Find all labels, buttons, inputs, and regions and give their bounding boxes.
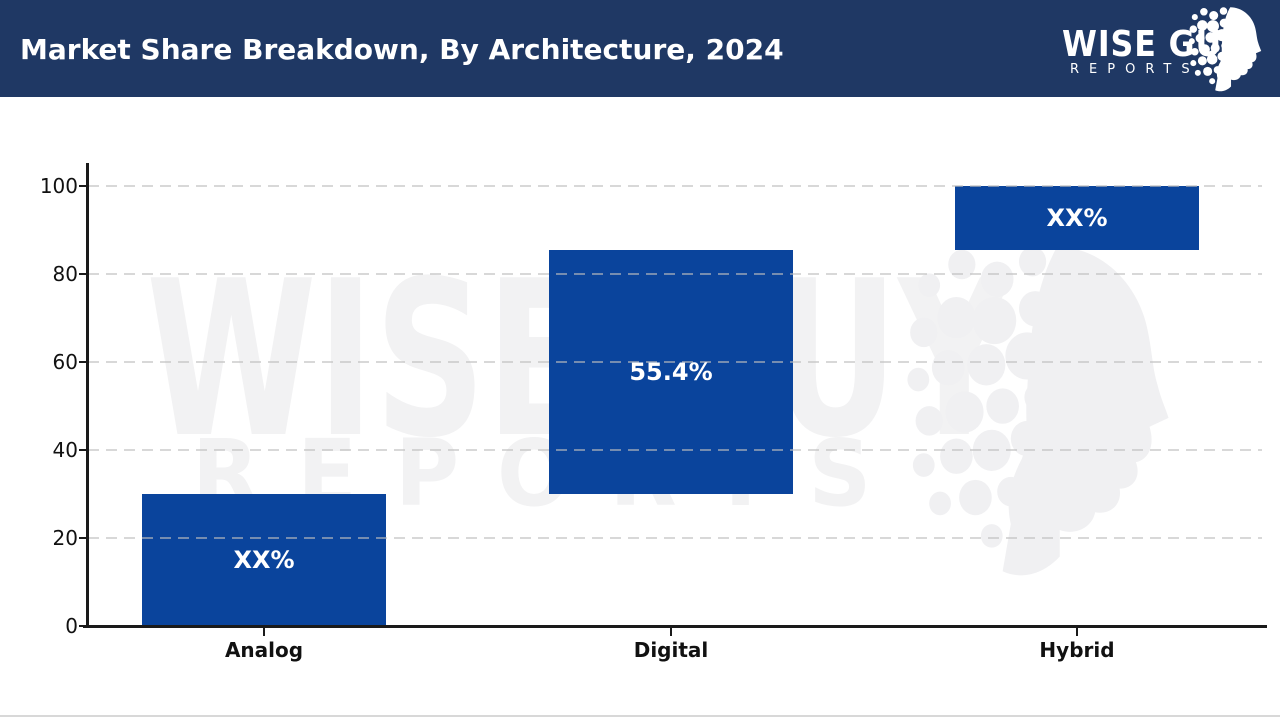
gridline-y100 xyxy=(88,185,1262,187)
y-axis-tick-label-0: 0 xyxy=(65,614,78,638)
y-axis-tick-40 xyxy=(79,449,87,451)
y-axis-tick-80 xyxy=(79,273,87,275)
x-axis-category-label-analog: Analog xyxy=(224,638,304,662)
gridline-y60 xyxy=(88,361,1262,363)
y-axis-tick-label-100: 100 xyxy=(39,174,78,198)
logo-head-icon xyxy=(1182,5,1268,94)
y-axis-tick-60 xyxy=(79,361,87,363)
logo-tagline-text: REPORTS xyxy=(1070,62,1200,77)
gridline-y20 xyxy=(88,537,1262,539)
bar-value-label-analog: XX% xyxy=(233,546,295,574)
gridline-y40 xyxy=(88,449,1262,451)
wiseguy-logo: WISE GUY REPORTS xyxy=(1030,0,1270,97)
x-axis-tick-digital xyxy=(670,628,672,636)
y-axis-tick-label-20: 20 xyxy=(52,526,78,550)
header-band: Market Share Breakdown, By Architecture,… xyxy=(0,0,1280,97)
y-axis-line xyxy=(86,163,89,628)
y-axis-tick-20 xyxy=(79,537,87,539)
bar-value-label-digital: 55.4% xyxy=(629,358,713,387)
y-axis-tick-label-60: 60 xyxy=(52,350,78,374)
bar-segment-digital xyxy=(549,250,793,494)
x-axis-tick-analog xyxy=(263,628,265,636)
x-axis-tick-hybrid xyxy=(1076,628,1078,636)
page-title: Market Share Breakdown, By Architecture,… xyxy=(20,33,784,66)
bottom-divider-line xyxy=(0,715,1280,717)
x-axis-category-label-digital: Digital xyxy=(633,638,709,662)
gridline-y80 xyxy=(88,273,1262,275)
bar-segment-analog xyxy=(142,494,386,626)
y-axis-tick-100 xyxy=(79,185,87,187)
y-axis-tick-label-80: 80 xyxy=(52,262,78,286)
watermark-head-icon xyxy=(902,238,1174,586)
bar-value-label-hybrid: XX% xyxy=(1046,204,1108,233)
y-axis-tick-label-40: 40 xyxy=(52,438,78,462)
bar-segment-hybrid xyxy=(955,186,1199,251)
x-axis-category-label-hybrid: Hybrid xyxy=(1039,638,1115,662)
x-axis-line xyxy=(83,625,1267,628)
